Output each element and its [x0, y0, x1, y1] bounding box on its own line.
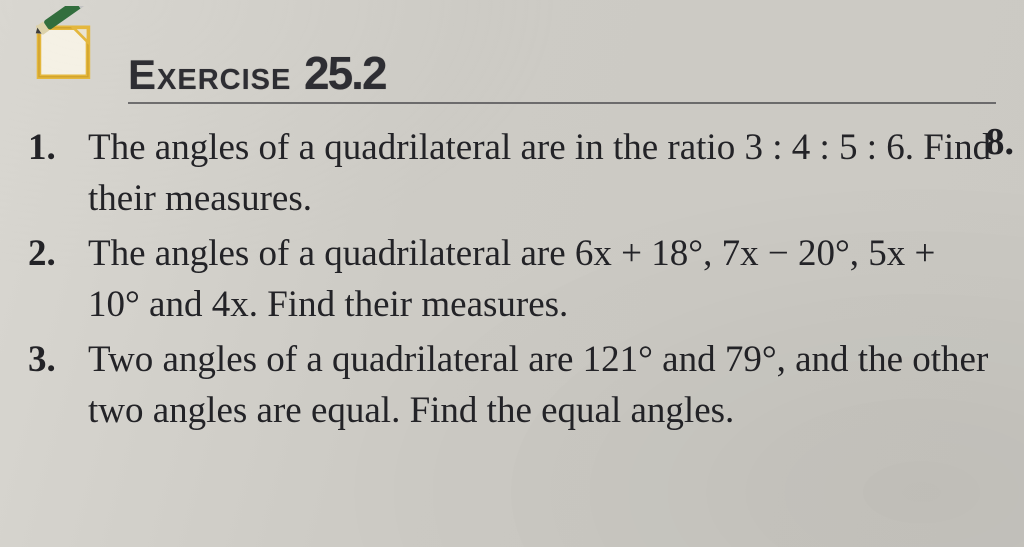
exercise-heading: Exercise 25.2 [128, 46, 386, 102]
question-text: The angles of a quadrilateral are in the… [88, 127, 991, 219]
question-list: The angles of a quadrilateral are in the… [24, 122, 996, 436]
textbook-page: Exercise 25.2 8. The angles of a quadril… [0, 0, 1024, 547]
exercise-icon [22, 6, 114, 84]
heading-number: 25.2 [304, 47, 386, 99]
question-item: The angles of a quadrilateral are in the… [24, 122, 996, 224]
heading-prefix: Exercise [128, 51, 291, 98]
question-text: Two angles of a quadrilateral are 121° a… [88, 339, 988, 431]
exercise-body: The angles of a quadrilateral are in the… [24, 122, 996, 436]
question-item: The angles of a quadrilateral are 6x + 1… [24, 228, 996, 330]
exercise-heading-row: Exercise 25.2 [128, 46, 996, 104]
question-text: The angles of a quadrilateral are 6x + 1… [88, 233, 935, 325]
question-item: Two angles of a quadrilateral are 121° a… [24, 334, 996, 436]
